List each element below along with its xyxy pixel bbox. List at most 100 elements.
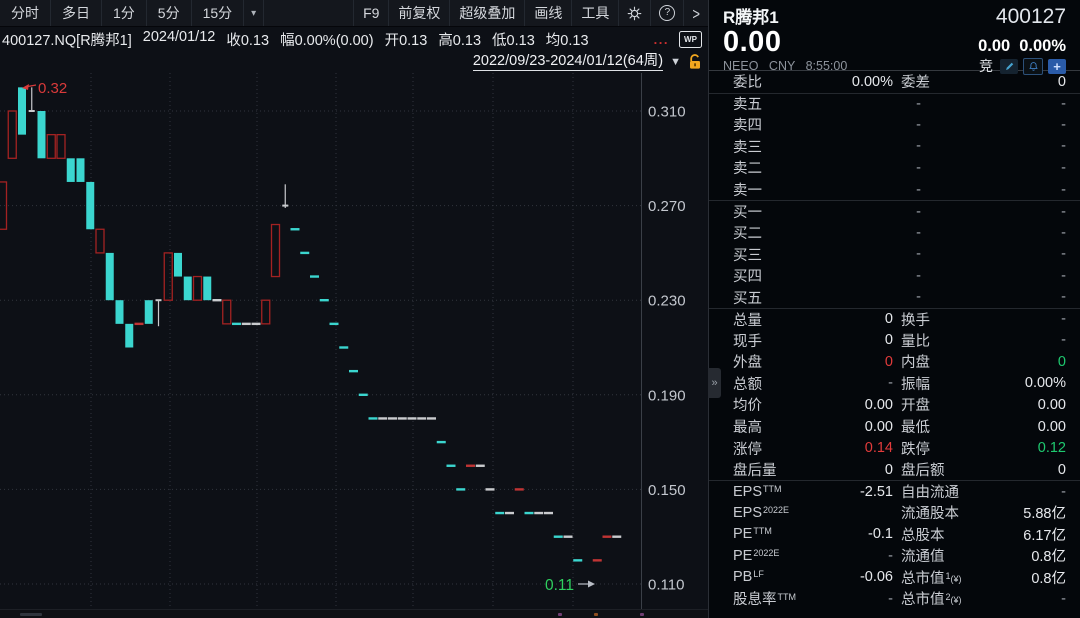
stat-value-2: 0.00 [1037,396,1066,413]
period-tab-0[interactable]: 分时 [0,0,51,26]
lock-icon[interactable] [688,54,702,70]
more-dots-button[interactable]: ... [653,31,669,47]
stat-row-7: 盘后量 0 盘后额 0 [709,459,1080,481]
candle-up [7,110,17,159]
stat-value-1: 0.14 [864,440,893,457]
chevron-right-icon[interactable]: > [683,0,708,26]
quote-time: 8:55:00 [805,59,848,73]
toolbar-action-4[interactable]: 工具 [571,0,618,26]
period-dropdown-caret-icon[interactable]: ▾ [244,0,265,26]
stat-value-2: - [1061,332,1066,349]
stat-row-0: 总量 0 换手 - [709,308,1080,330]
candle-up [0,181,8,230]
candle-flat [485,488,495,491]
ask-price: - [916,116,921,133]
alert-bell-icon[interactable] [1023,57,1043,75]
toolbar-spacer [264,0,353,26]
stat-value-1: 0 [884,461,893,478]
period-tab-4[interactable]: 15分 [192,0,245,26]
fin-label-sup: LF [753,569,764,580]
candle-flat [388,417,397,420]
candle-up [270,223,281,278]
fin-label-2: 流通值 [901,549,945,566]
candle-doji-dash [282,204,289,207]
settings-gear-icon[interactable] [618,0,650,26]
ask-label: 卖二 [733,161,762,178]
bid-volume: - [1061,289,1066,306]
date-range-selector[interactable]: 2022/09/23-2024/01/12(64周) [472,53,664,71]
candle-down [76,158,85,182]
period-tab-1[interactable]: 多日 [51,0,102,26]
price-change-pct: 0.00% [1019,37,1066,55]
fin-label-sup: 2022E [763,504,790,515]
wp-monitor-icon[interactable]: WP [679,30,702,48]
stat-label-2: 跌停 [901,441,930,458]
auction-label[interactable]: 竞 [979,58,993,74]
toolbar-action-0[interactable]: F9 [353,0,388,26]
ask-price: - [916,159,921,176]
candle-down [125,323,134,348]
yen-mark: (¥) [950,595,962,606]
toolbar-action-2[interactable]: 超级叠加 [449,0,524,26]
session-info: NEEO CNY 8:55:00 [723,59,847,73]
fin-value-1: -0.06 [859,569,893,586]
chevron-glyph: > [692,3,700,23]
price-change: 0.00 [978,37,1011,55]
edit-pencil-icon[interactable] [1000,58,1018,74]
bid-label: 买四 [733,269,762,286]
ask-volume: - [1061,95,1066,112]
candle-flat [241,322,251,326]
ask-label: 卖五 [733,97,762,114]
period-tab-2[interactable]: 1分 [102,0,147,26]
y-axis-tick-label: 0.310 [648,104,686,121]
ask-volume: - [1061,159,1066,176]
candle-flat [319,299,329,302]
fin-label-1: PBLF [733,569,764,586]
y-axis-tick-label: 0.190 [648,387,686,404]
bid-volume: - [1061,224,1066,241]
candle-flat [592,559,602,562]
fin-row-3: PE2022E - 流通值 0.8亿 [709,545,1080,567]
candlestick-chart[interactable]: 0.310 0.270 0.230 0.190 0.150 0.110 0.32 0.11 [0,73,708,611]
bid-label: 买一 [733,205,762,222]
stat-row-3: 总额 - 振幅 0.00% [709,373,1080,395]
fin-value-2: - [1061,590,1066,607]
help-icon[interactable]: ? [650,0,683,26]
toolbar-action-1[interactable]: 前复权 [388,0,449,26]
toolbar-action-3[interactable]: 画线 [524,0,571,26]
stat-row-1: 现手 0 量比 - [709,330,1080,352]
candle-flat [495,511,505,515]
candle-flat [251,322,261,326]
fin-row-4: PBLF -0.06 总市值1(¥) 0.8亿 [709,567,1080,589]
stat-row-2: 外盘 0 内盘 0 [709,351,1080,373]
info-field-6: 低0.13 [492,32,535,49]
add-to-watchlist-icon[interactable]: + [1048,58,1066,74]
period-tab-3[interactable]: 5分 [147,0,192,26]
fin-label-sup: TTM [777,592,797,603]
stat-label-2: 量比 [901,333,930,350]
panel-collapse-handle[interactable]: » [708,368,721,398]
candle-down [174,252,182,277]
candle-up [222,299,232,325]
fin-label-1: EPS2022E [733,504,790,521]
candle-doji-dash [28,110,35,112]
stat-value-2: - [1061,311,1066,328]
candle-flat [358,393,368,396]
range-dropdown-caret-icon[interactable]: ▼ [670,56,681,68]
candle-flat [290,228,300,231]
candle-flat [339,346,349,349]
candle-flat [397,417,407,420]
candle-down [203,276,212,301]
stat-row-5: 最高 0.00 最低 0.00 [709,416,1080,438]
fin-row-2: PETTM -0.1 总股本 6.17亿 [709,523,1080,545]
ask-price: - [916,181,921,198]
stat-label-1: 总额 [733,376,762,393]
candle-flat [505,511,514,515]
info-field-2: 收0.13 [226,32,270,49]
bottom-dot [558,613,562,616]
candle-flat [466,464,475,467]
ask-row-5: 卖五 - - [709,92,1080,115]
low-annotation-label: 0.11 [545,577,574,594]
ask-volume: - [1061,116,1066,133]
candle-up [261,299,271,325]
